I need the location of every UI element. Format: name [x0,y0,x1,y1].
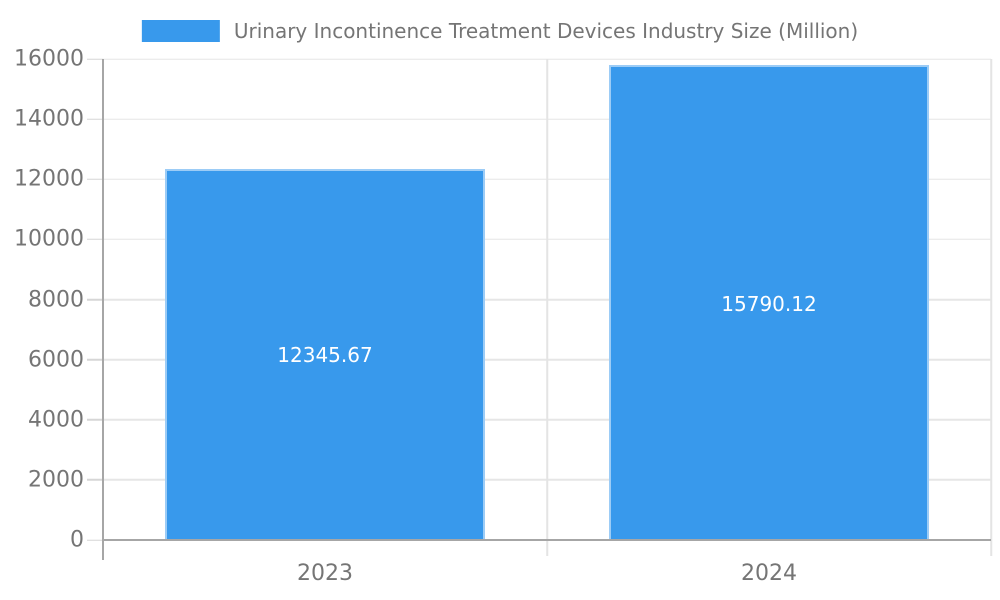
x-axis-line [103,538,991,541]
x-axis-labels: 2023 2024 [103,540,991,586]
y-tick-label: 0 [70,527,84,553]
y-tick [87,479,103,481]
y-axis-labels: 0 2000 4000 6000 8000 10000 12000 14000 16000 [0,47,84,553]
bar-2023: 12345.67 [165,168,485,540]
y-tick [87,178,103,180]
y-tick-label: 4000 [28,407,84,433]
y-tick-label: 6000 [28,347,84,373]
bar-2024: 15790.12 [609,65,929,540]
y-tick-label: 14000 [14,106,84,132]
y-tick-label: 16000 [14,46,84,72]
x-tick-label: 2024 [741,561,797,586]
y-tick-label: 12000 [14,166,84,192]
y-tick [87,419,103,421]
y-tick-label: 8000 [28,287,84,312]
bar-value-label: 15790.12 [721,291,817,316]
bar-value-label: 12345.67 [277,343,373,368]
x-tick-label: 2023 [297,561,353,586]
legend-label: Urinary Incontinence Treatment Devices I… [233,19,859,43]
y-tick [87,58,103,60]
y-tick [87,539,103,541]
y-tick-label: 2000 [28,467,84,493]
plot-area: 12345.67 15790.12 [87,58,992,560]
y-tick [87,298,103,301]
vertical-gridline [990,59,992,556]
y-tick [87,358,103,361]
y-tick [87,118,103,120]
legend: Urinary Incontinence Treatment Devices I… [141,19,859,43]
y-tick-label: 10000 [14,226,84,252]
vertical-gridline [546,59,548,556]
y-tick [87,238,103,241]
y-axis-line [102,59,104,560]
legend-swatch [141,20,220,42]
